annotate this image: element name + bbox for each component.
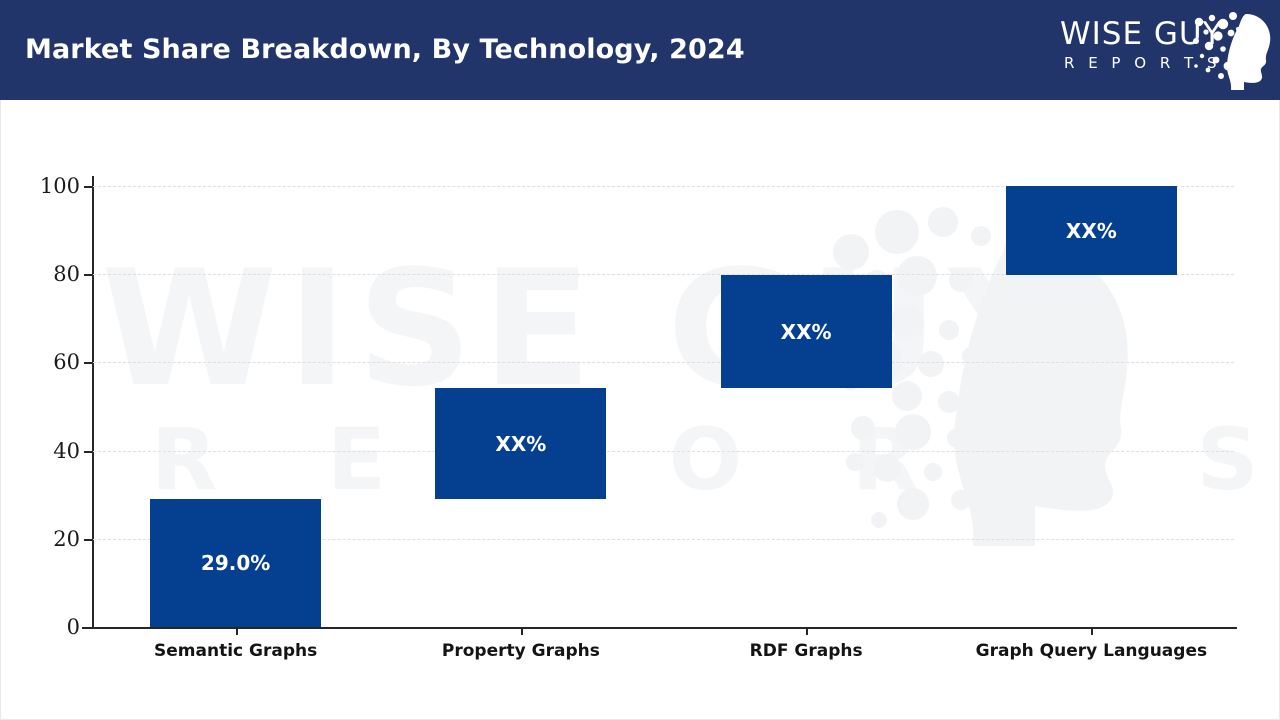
- bar-value-label: XX%: [495, 431, 547, 456]
- chart-canvas: WISE GUY R E P O R T S: [0, 100, 1280, 720]
- gridline: [93, 186, 1234, 187]
- bar-1[interactable]: 29.0%: [150, 499, 322, 627]
- plot-area: 0 20 40 60 80 100 29.0% XX% XX% XX% Semantic Gra…: [40, 174, 1237, 661]
- bar-4[interactable]: XX%: [1005, 186, 1177, 276]
- bar-value-label: XX%: [780, 319, 832, 344]
- y-tick-label: 60: [53, 350, 80, 375]
- gridline: [93, 274, 1234, 276]
- gridline: [93, 538, 1234, 540]
- x-axis-line: [82, 627, 1237, 629]
- bar-value-label: 29.0%: [200, 551, 271, 576]
- bar-3[interactable]: XX%: [720, 275, 892, 388]
- y-tick-mark: [84, 362, 93, 365]
- gridline: [93, 362, 1234, 364]
- bar-2[interactable]: XX%: [435, 387, 607, 500]
- y-tick-label: 80: [53, 262, 80, 287]
- y-tick-label: 20: [53, 526, 80, 551]
- y-tick-label: 0: [66, 615, 80, 639]
- gridline: [93, 450, 1234, 452]
- page-header: Market Share Breakdown, By Technology, 2…: [0, 0, 1280, 100]
- y-tick-label: 40: [53, 438, 80, 463]
- x-tick-mark: [235, 627, 238, 635]
- y-tick-mark: [84, 538, 93, 541]
- y-tick-mark: [84, 186, 93, 188]
- y-tick-label: 100: [39, 174, 80, 198]
- logo-head-icon: [1226, 14, 1271, 90]
- logo-line-2: R E P O R T S: [1064, 54, 1221, 72]
- y-tick-mark: [84, 627, 93, 629]
- x-tick-mark: [806, 627, 809, 635]
- logo-line-1: WISE GUY: [1060, 16, 1223, 52]
- x-tick-label: Property Graphs: [441, 641, 600, 661]
- x-tick-label: Semantic Graphs: [154, 641, 318, 661]
- x-tick-mark: [520, 627, 523, 635]
- page-title: Market Share Breakdown, By Technology, 2…: [25, 34, 745, 65]
- y-axis-line: [92, 176, 94, 627]
- x-tick-label: RDF Graphs: [749, 641, 863, 661]
- wise-guy-reports-logo: WISE GUY R E P O R T S: [1060, 12, 1271, 90]
- y-tick-mark: [84, 274, 93, 277]
- y-tick-mark: [84, 450, 93, 453]
- x-tick-mark: [1091, 627, 1094, 635]
- x-tick-label: Graph Query Languages: [975, 641, 1208, 661]
- bar-value-label: XX%: [1065, 218, 1117, 243]
